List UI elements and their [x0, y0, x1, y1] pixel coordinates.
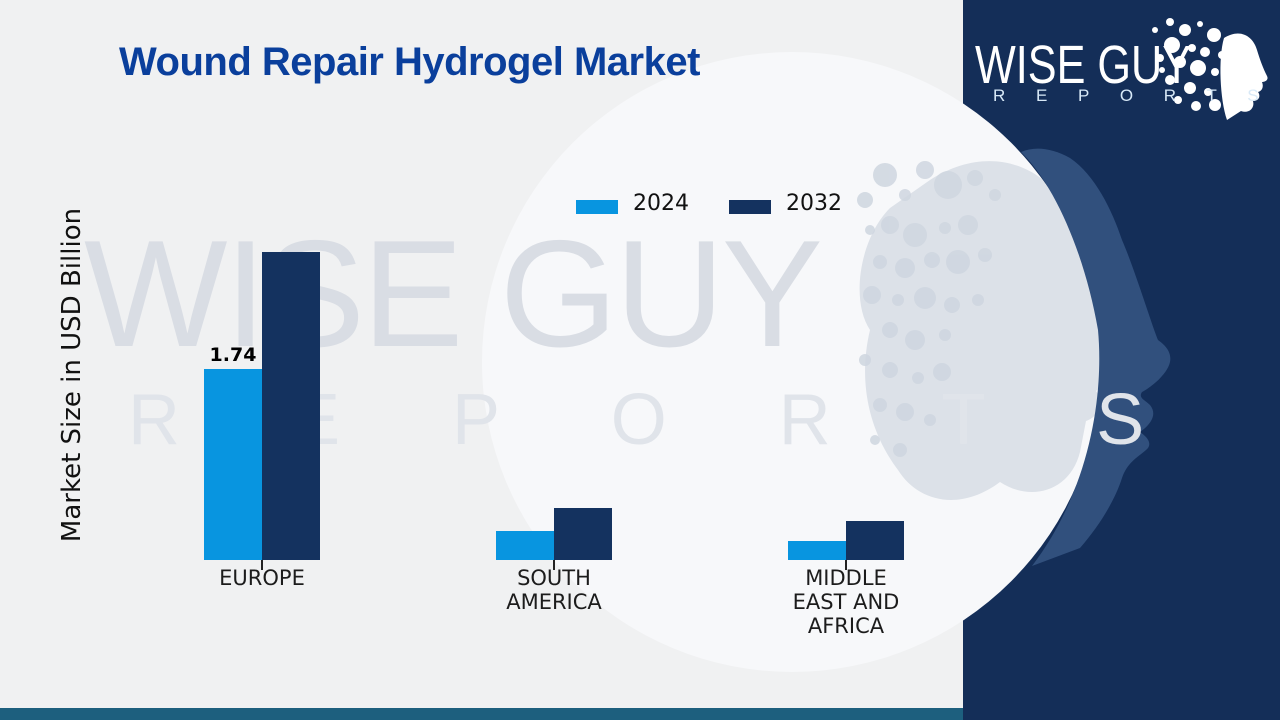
brain-dots — [857, 161, 1001, 457]
legend-label-2032: 2032 — [786, 191, 842, 216]
category-label-middle-east-and-africa: MIDDLE EAST AND AFRICA — [792, 566, 900, 638]
x-axis-tick-south-america — [553, 560, 555, 570]
logo-face-icon — [1220, 33, 1268, 120]
chart-title: Wound Repair Hydrogel Market — [119, 40, 700, 84]
logo-reports-text: R E P O R T S — [993, 86, 1272, 105]
bar-value-label-europe-2024: 1.74 — [209, 344, 257, 366]
logo-dots — [1152, 18, 1226, 111]
logo-wiseguy-text: WISE GUY — [975, 35, 1192, 95]
bar-2032-europe — [262, 252, 320, 560]
bar-2024-middle-east-and-africa — [788, 541, 846, 560]
x-axis-tick-europe — [261, 560, 263, 570]
legend-swatch-2024 — [576, 200, 618, 214]
watermark-wiseguy-text: WISE GUY — [84, 209, 823, 379]
bar-2024-south-america — [496, 531, 554, 560]
watermark-face-gray — [857, 161, 1102, 500]
x-axis-tick-middle-east-and-africa — [845, 560, 847, 570]
legend-swatch-2032 — [729, 200, 771, 214]
bar-2024-europe — [204, 369, 262, 560]
face-profile-silhouette — [1021, 148, 1171, 566]
bar-2032-south-america — [554, 508, 612, 560]
category-label-europe: EUROPE — [219, 566, 305, 590]
category-label-south-america: SOUTH AMERICA — [506, 566, 602, 614]
legend-label-2024: 2024 — [633, 191, 689, 216]
bar-2032-middle-east-and-africa — [846, 521, 904, 560]
bottom-accent-strip — [0, 708, 1280, 720]
